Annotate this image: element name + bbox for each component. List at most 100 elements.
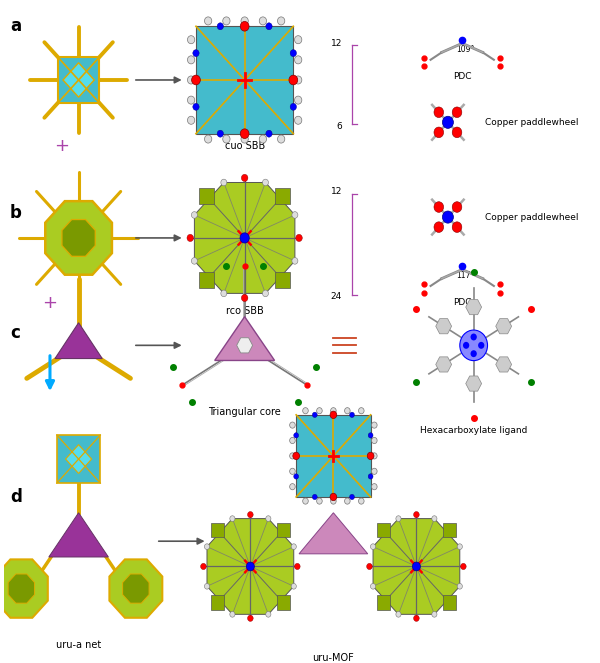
Circle shape [294,433,299,438]
Circle shape [221,290,227,296]
Circle shape [294,474,299,479]
Circle shape [193,50,199,56]
Circle shape [396,516,401,522]
Circle shape [396,611,401,617]
Circle shape [463,342,469,349]
Circle shape [359,498,364,504]
Polygon shape [0,560,48,618]
Circle shape [259,17,266,25]
Circle shape [240,21,249,31]
Circle shape [223,17,230,25]
Circle shape [432,611,437,617]
Circle shape [241,294,248,302]
Polygon shape [377,523,390,538]
Circle shape [191,258,197,264]
Circle shape [295,36,302,44]
Circle shape [452,222,462,233]
Circle shape [457,583,463,589]
Circle shape [221,179,227,186]
Circle shape [461,564,466,570]
Polygon shape [466,376,482,391]
Circle shape [413,512,419,518]
Circle shape [290,422,295,428]
Circle shape [290,50,296,56]
Text: +: + [54,137,69,155]
Polygon shape [58,58,99,103]
Circle shape [191,75,200,85]
Circle shape [205,544,209,550]
Circle shape [230,611,235,617]
Polygon shape [436,357,452,372]
Circle shape [277,17,285,25]
Polygon shape [211,523,224,538]
Text: rco SBB: rco SBB [226,306,263,316]
Text: +: + [43,294,58,312]
Polygon shape [373,518,460,615]
Circle shape [292,211,298,218]
Circle shape [367,564,372,570]
Circle shape [295,116,302,124]
Circle shape [371,422,377,428]
Text: 24: 24 [331,292,342,301]
Circle shape [350,412,355,418]
Circle shape [262,290,268,296]
Circle shape [452,127,462,138]
Circle shape [193,103,199,110]
Polygon shape [496,319,512,333]
Text: uru-MOF: uru-MOF [313,653,354,663]
Circle shape [290,468,295,475]
Text: d: d [10,488,22,506]
Circle shape [241,174,248,182]
Circle shape [350,495,355,500]
Circle shape [295,96,302,104]
Circle shape [330,411,337,418]
Polygon shape [63,63,94,97]
Polygon shape [443,595,456,610]
Circle shape [289,75,298,85]
Polygon shape [199,188,214,204]
Text: Triangular core: Triangular core [208,406,281,416]
Circle shape [191,211,197,218]
Circle shape [262,179,268,186]
Circle shape [371,468,377,475]
Text: 12: 12 [331,188,342,196]
Circle shape [187,116,195,124]
Polygon shape [45,201,112,274]
Polygon shape [277,595,290,610]
Text: Hexacarboxylate ligand: Hexacarboxylate ligand [420,426,527,435]
Circle shape [200,564,206,570]
Polygon shape [65,445,92,473]
Polygon shape [275,188,290,204]
Polygon shape [215,317,275,361]
Polygon shape [122,574,149,603]
Circle shape [330,493,337,501]
Circle shape [248,615,253,621]
Polygon shape [55,323,102,359]
Polygon shape [49,512,109,557]
Circle shape [205,583,209,589]
Circle shape [187,96,195,104]
Text: c: c [10,324,20,341]
Polygon shape [275,272,290,288]
Circle shape [248,512,253,518]
Circle shape [241,17,248,25]
Circle shape [370,544,376,550]
Circle shape [205,135,212,143]
Circle shape [291,544,296,550]
Polygon shape [277,523,290,538]
Circle shape [292,258,298,264]
Circle shape [452,202,462,212]
Polygon shape [299,512,368,554]
Circle shape [187,56,195,64]
Circle shape [367,452,374,459]
Circle shape [434,222,443,233]
Circle shape [217,23,223,30]
Circle shape [241,135,248,143]
Text: uru-a net: uru-a net [56,640,101,650]
Circle shape [277,135,285,143]
Circle shape [368,474,373,479]
Polygon shape [8,574,35,603]
Circle shape [247,562,254,571]
Circle shape [290,453,295,459]
Circle shape [432,516,437,522]
